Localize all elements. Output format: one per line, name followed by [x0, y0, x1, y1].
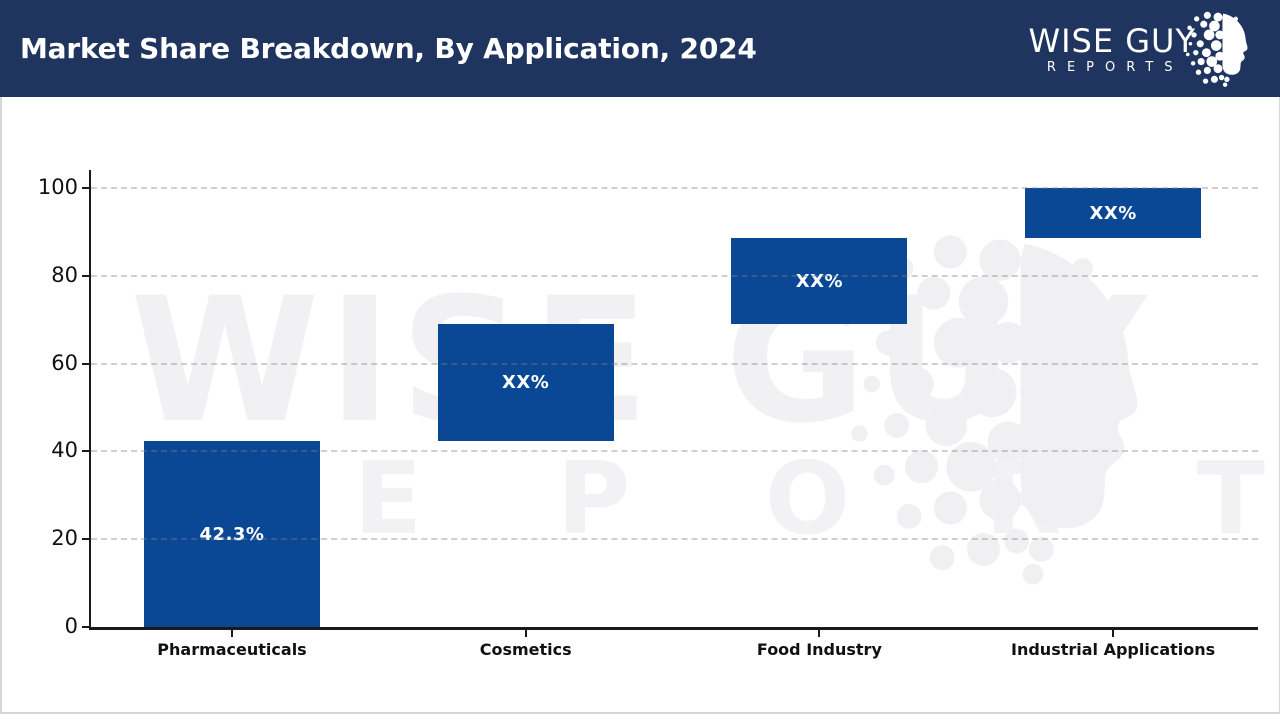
x-category-label: Cosmetics	[479, 640, 572, 659]
page-title: Market Share Breakdown, By Application, …	[20, 32, 757, 65]
bar: XX%	[1025, 188, 1202, 239]
bar-value-label: XX%	[502, 372, 550, 394]
y-tick	[82, 626, 89, 628]
logo-wordmark-line2: REPORTS	[1046, 60, 1184, 75]
bar-value-label: XX%	[1089, 202, 1137, 224]
y-tick-label: 100	[37, 175, 78, 199]
logo-head-icon	[1186, 11, 1248, 87]
y-tick	[82, 187, 89, 189]
bar: XX%	[437, 324, 614, 442]
gridline	[91, 274, 1258, 277]
y-tick	[82, 274, 89, 277]
logo-wordmark-line1: WISE GUY	[1028, 22, 1196, 60]
gridline	[91, 187, 1258, 189]
x-tick	[1112, 630, 1115, 637]
gridline	[91, 450, 1258, 453]
y-axis	[89, 170, 91, 630]
bar: XX%	[731, 238, 908, 325]
gridline	[91, 362, 1258, 365]
x-category-label: Pharmaceuticals	[157, 640, 307, 659]
x-tick	[818, 630, 821, 637]
y-tick-label: 20	[51, 526, 78, 551]
y-tick-label: 0	[64, 614, 78, 638]
x-tick	[524, 630, 527, 637]
gridline	[91, 538, 1258, 541]
x-axis	[89, 627, 1258, 630]
logo-wordmark: WISE GUY REPORTS	[1028, 25, 1196, 74]
x-category-label: Industrial Applications	[1011, 640, 1216, 659]
y-tick-label: 80	[51, 262, 78, 287]
y-tick	[82, 362, 89, 365]
x-tick	[231, 630, 233, 637]
y-tick-label: 40	[51, 438, 78, 463]
x-category-label: Food Industry	[756, 640, 882, 659]
bar: 42.3%	[144, 441, 320, 627]
bar-value-label: 42.3%	[199, 523, 265, 545]
y-tick	[82, 538, 89, 541]
y-tick	[82, 450, 89, 453]
y-tick-label: 60	[51, 350, 78, 375]
header: Market Share Breakdown, By Application, …	[0, 0, 1280, 97]
brand-logo: WISE GUY REPORTS	[1028, 10, 1254, 90]
bar-value-label: XX%	[795, 270, 844, 292]
chart-area: WISE GUY R E P O R T S 02040608010042.3%…	[0, 97, 1280, 714]
